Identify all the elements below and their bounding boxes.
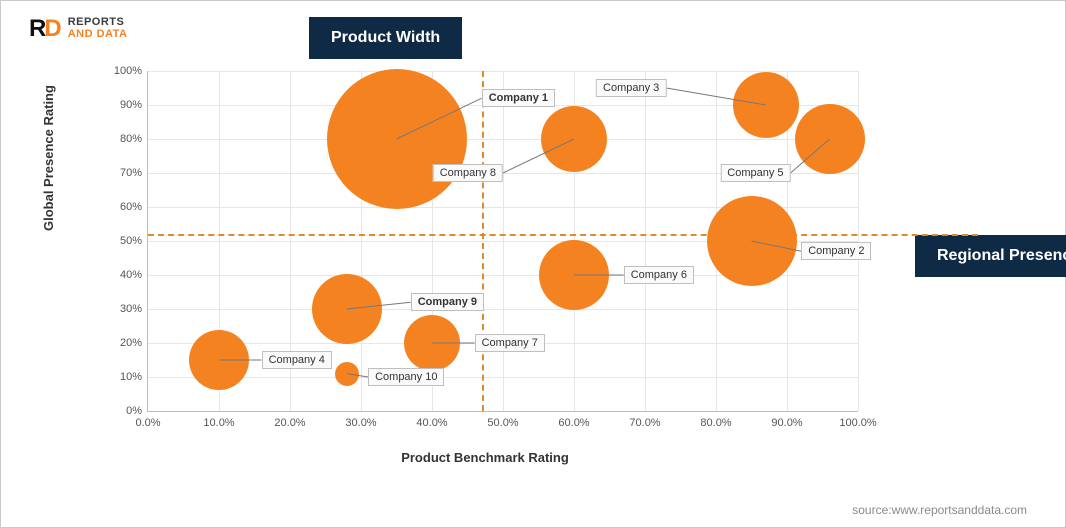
brand-logo: RD REPORTS AND DATA [29, 15, 128, 43]
bubble-label-c4: Company 4 [262, 351, 332, 369]
bubble-c9 [312, 274, 382, 344]
banner-regional-presence: Regional Presence [915, 235, 1066, 277]
y-tick-label: 80% [92, 133, 148, 145]
reference-line-horizontal [148, 234, 978, 236]
x-tick-label: 10.0% [203, 411, 234, 429]
chart-area: 0.0%10.0%20.0%30.0%40.0%50.0%60.0%70.0%8… [91, 63, 879, 471]
bubble-label-c8: Company 8 [433, 164, 503, 182]
reference-line-vertical [482, 71, 484, 411]
y-tick-label: 20% [92, 337, 148, 349]
logo-text: REPORTS AND DATA [68, 17, 128, 40]
logo-line2: AND DATA [68, 29, 128, 41]
x-tick-label: 50.0% [487, 411, 518, 429]
y-tick-label: 70% [92, 167, 148, 179]
gridline-horizontal [148, 139, 858, 140]
bubble-c7 [404, 315, 460, 371]
y-tick-label: 0% [92, 405, 148, 417]
bubble-c3 [733, 72, 799, 138]
bubble-c6 [539, 240, 609, 310]
chart-container: RD REPORTS AND DATA Product Width Region… [0, 0, 1066, 528]
gridline-horizontal [148, 71, 858, 72]
x-tick-label: 80.0% [700, 411, 731, 429]
bubble-label-c3: Company 3 [596, 79, 666, 97]
bubble-c4 [189, 330, 249, 390]
x-tick-label: 20.0% [274, 411, 305, 429]
x-tick-label: 100.0% [839, 411, 876, 429]
y-tick-label: 90% [92, 99, 148, 111]
y-tick-label: 10% [92, 371, 148, 383]
y-tick-label: 60% [92, 201, 148, 213]
x-tick-label: 90.0% [771, 411, 802, 429]
banner-product-width: Product Width [309, 17, 462, 59]
y-tick-label: 40% [92, 269, 148, 281]
bubble-c1 [327, 69, 467, 209]
bubble-label-c1: Company 1 [482, 89, 555, 107]
bubble-label-c9: Company 9 [411, 293, 484, 311]
y-tick-label: 30% [92, 303, 148, 315]
x-tick-label: 30.0% [345, 411, 376, 429]
x-tick-label: 60.0% [558, 411, 589, 429]
logo-letter-d: D [44, 15, 61, 43]
x-axis-label: Product Benchmark Rating [401, 450, 569, 465]
bubble-label-c7: Company 7 [475, 334, 545, 352]
bubble-c2 [707, 196, 797, 286]
x-tick-label: 40.0% [416, 411, 447, 429]
gridline-horizontal [148, 377, 858, 378]
bubble-label-c6: Company 6 [624, 266, 694, 284]
x-tick-label: 70.0% [629, 411, 660, 429]
logo-mark: RD [29, 15, 62, 43]
bubble-label-c10: Company 10 [368, 368, 444, 386]
source-attribution: source:www.reportsanddata.com [852, 503, 1027, 517]
gridline-horizontal [148, 309, 858, 310]
y-tick-label: 100% [92, 65, 148, 77]
plot-area: 0.0%10.0%20.0%30.0%40.0%50.0%60.0%70.0%8… [147, 71, 858, 412]
bubble-c5 [795, 104, 865, 174]
y-tick-label: 50% [92, 235, 148, 247]
bubble-c10 [335, 362, 359, 386]
bubble-label-c5: Company 5 [720, 164, 790, 182]
bubble-label-c2: Company 2 [801, 242, 871, 260]
y-axis-label: Global Presence Rating [41, 85, 56, 231]
bubble-c8 [541, 106, 607, 172]
